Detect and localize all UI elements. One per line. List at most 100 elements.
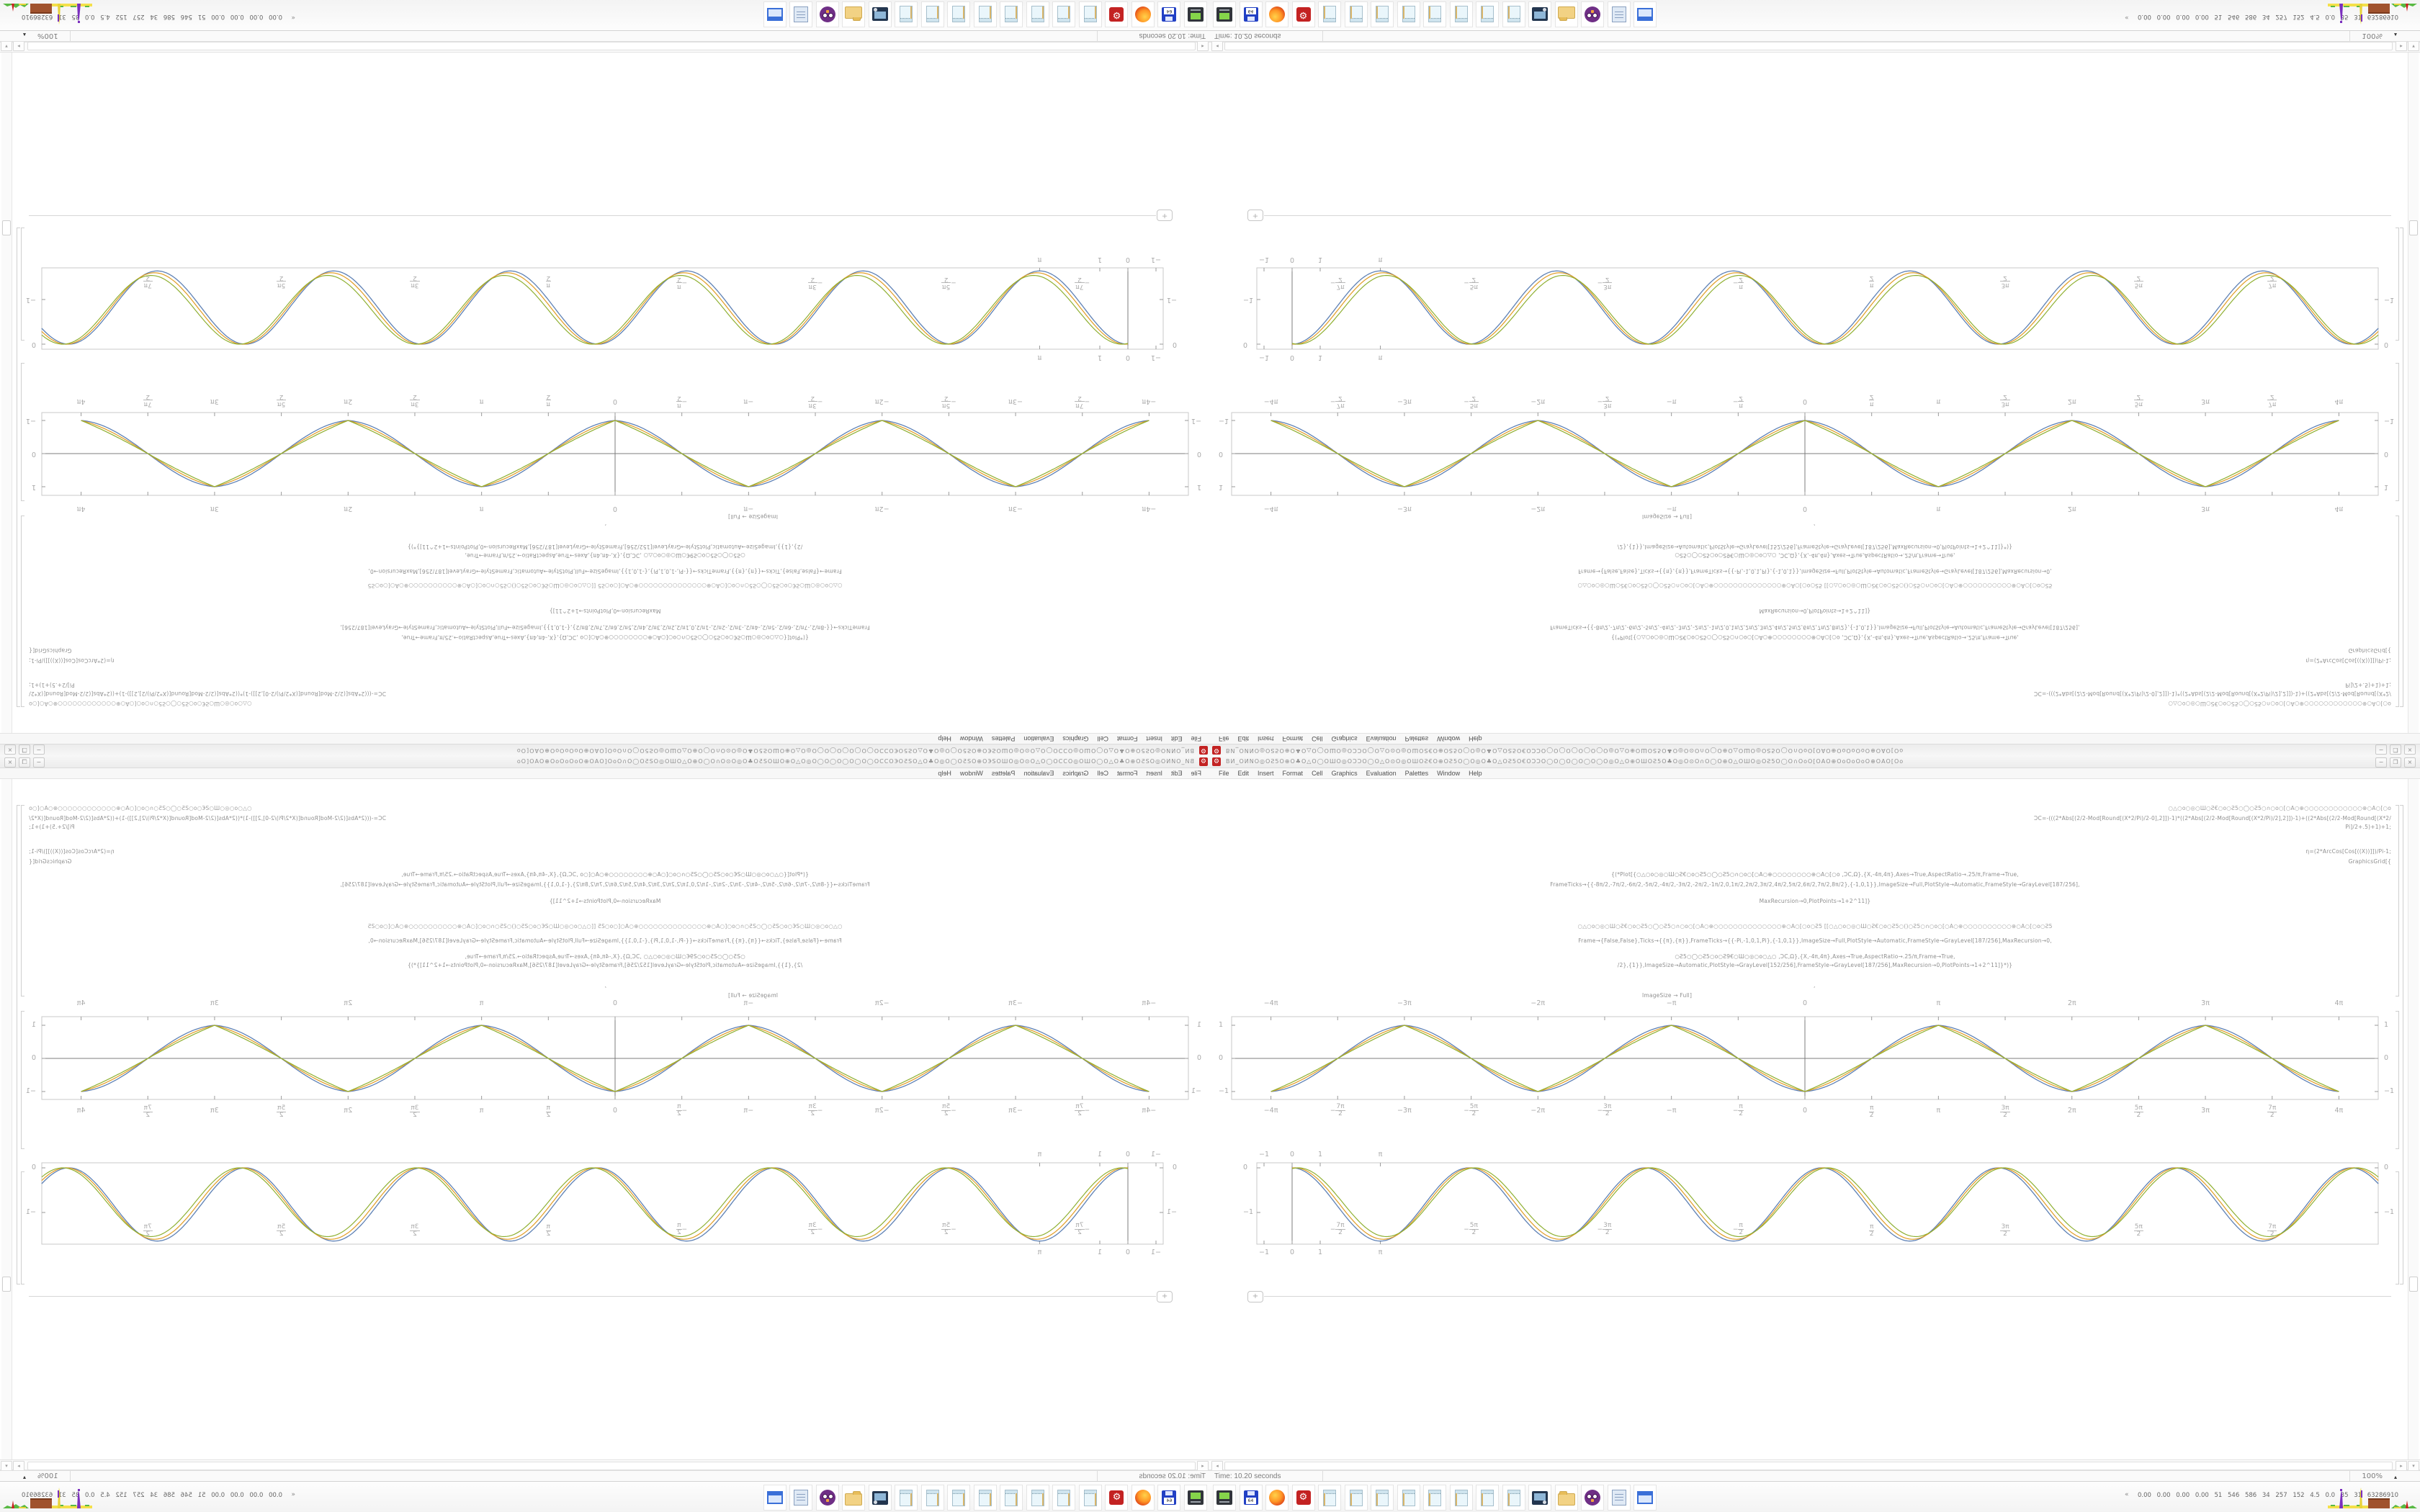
- code-line[interactable]: Pi]/2+.5)+1)+1;: [29, 682, 75, 688]
- menu-cell[interactable]: Cell: [1312, 735, 1323, 742]
- horizontal-scrollbar-thumb[interactable]: [1224, 1462, 2393, 1470]
- cell-insertion-plus-icon[interactable]: +: [1247, 1291, 1263, 1302]
- cell-bracket[interactable]: [17, 228, 20, 707]
- code-line[interactable]: ƆC=-(((2*Abs[(2/2-Mod[Round[(X*2/Pi)/2-0…: [29, 815, 386, 822]
- window-titlebar[interactable]: ⚙ ВИ_ОИNО◎ОƧ5О⊕О♣О△О◯ОШО◎ОƆƆО◯О△О⊙О◎ОШОƧ…: [1210, 756, 2420, 768]
- cell-bracket[interactable]: [2396, 805, 2399, 996]
- taskbar-launcher-gear[interactable]: ⚙: [1291, 1, 1315, 27]
- menu-graphics[interactable]: Graphics: [1331, 735, 1358, 742]
- vertical-scrollbar-thumb[interactable]: [2409, 220, 2418, 235]
- magnification-control[interactable]: 100%: [2362, 32, 2383, 40]
- menu-graphics[interactable]: Graphics: [1062, 770, 1089, 777]
- taskbar-expand-icon[interactable]: «: [2125, 1491, 2129, 1498]
- code-line[interactable]: η=(2*ArcCos[Cos[((X))]])/Pi-1;: [2305, 657, 2391, 664]
- taskbar-launcher-note[interactable]: [1026, 1, 1049, 27]
- taskbar-launcher-note[interactable]: [1371, 1485, 1394, 1511]
- code-line[interactable]: ○△○o○◎○Ш○Ƨ€○o○Ƨ5○◯○Ƨ5○∩○o○[○A○⊕○○○○○○○○○…: [29, 701, 252, 707]
- taskbar-launcher-owl[interactable]: [1581, 1485, 1604, 1511]
- cell-insertion-line[interactable]: [1264, 215, 2391, 216]
- taskbar-launcher-scroll[interactable]: [1607, 1485, 1631, 1511]
- cell-bracket[interactable]: [2396, 228, 2399, 341]
- magnification-control[interactable]: 100%: [37, 32, 58, 40]
- taskbar-launcher-drive[interactable]: [1184, 1485, 1207, 1511]
- taskbar-launcher-note[interactable]: [947, 1, 971, 27]
- menu-palettes[interactable]: Palettes: [1404, 735, 1429, 742]
- code-line[interactable]: GraphicsGrid[{: [2348, 647, 2391, 654]
- taskbar-launcher-folder[interactable]: [1554, 1, 1578, 27]
- taskbar-launcher-note[interactable]: [1344, 1, 1368, 27]
- cell-insertion-line[interactable]: [29, 215, 1156, 216]
- code-line[interactable]: /2},{1}},ImageSize→Automatic,PlotStyle→G…: [1617, 962, 2013, 968]
- code-line[interactable]: ImageSize → Full]: [727, 992, 778, 999]
- code-line[interactable]: ○△○o○◎○Ш○Ƨ€○o○Ƨ5○◯○Ƨ5○∩○o○[○A○⊕○○○○○○○○○…: [367, 582, 843, 589]
- menu-graphics[interactable]: Graphics: [1062, 735, 1089, 742]
- menu-help[interactable]: Help: [1469, 735, 1482, 742]
- code-line[interactable]: ImageSize → Full]: [1642, 992, 1693, 999]
- taskbar-launcher-window[interactable]: [1634, 1, 1657, 27]
- code-line[interactable]: Frame→{False,False},Ticks→{{π},{π}},Fram…: [1578, 937, 2052, 944]
- menu-insert[interactable]: Insert: [1258, 735, 1274, 742]
- code-line[interactable]: ,: [1814, 523, 1816, 530]
- taskbar-launcher-owl[interactable]: [816, 1485, 839, 1511]
- taskbar-launcher-note[interactable]: [1449, 1, 1473, 27]
- cell-bracket[interactable]: [17, 805, 20, 1284]
- vertical-scrollbar[interactable]: [1, 53, 12, 733]
- cell-insertion-plus-icon[interactable]: +: [1157, 210, 1173, 221]
- taskbar-launcher-floppy[interactable]: 64: [1157, 1, 1181, 27]
- vertical-scrollbar-thumb[interactable]: [2, 220, 11, 235]
- code-line[interactable]: ImageSize → Full]: [727, 513, 778, 520]
- taskbar-launcher-note[interactable]: [1423, 1, 1446, 27]
- taskbar-launcher-capture[interactable]: [1528, 1485, 1551, 1511]
- menu-window[interactable]: Window: [959, 770, 983, 777]
- window-titlebar[interactable]: ⚙ ВИ_ОИNО◎ОƧ5О⊕О♣О△О◯ОШО◎ОƆƆО◯О△О⊙О◎ОШОƧ…: [1210, 744, 2420, 756]
- menu-insert[interactable]: Insert: [1146, 735, 1162, 742]
- minimize-button[interactable]: −: [33, 744, 45, 755]
- code-line[interactable]: FrameTicks→{{-8π/2,-7π/2,-6π/2,-5π/2,-4π…: [340, 881, 870, 888]
- taskbar-launcher-gear[interactable]: ⚙: [1105, 1, 1129, 27]
- taskbar-launcher-gear[interactable]: ⚙: [1105, 1485, 1129, 1511]
- horizontal-scrollbar[interactable]: ◂ ▸ ▾: [0, 41, 1210, 53]
- magnification-dropdown-icon[interactable]: ▴: [2393, 32, 2397, 38]
- restore-button[interactable]: ❐: [2390, 744, 2401, 755]
- menu-help[interactable]: Help: [938, 735, 951, 742]
- cell-bracket[interactable]: [21, 363, 24, 501]
- code-line[interactable]: ○△○o○◎○Ш○Ƨ€○o○Ƨ5○◯○Ƨ5○∩○o○[○A○⊕○○○○○○○○○…: [1577, 582, 2053, 589]
- close-button[interactable]: ×: [2404, 757, 2416, 768]
- taskbar-launcher-note[interactable]: [1476, 1485, 1499, 1511]
- code-line[interactable]: Frame→{False,False},Ticks→{{π},{π}},Fram…: [368, 937, 842, 944]
- menu-edit[interactable]: Edit: [1237, 770, 1250, 777]
- taskbar-launcher-floppy[interactable]: 64: [1239, 1485, 1263, 1511]
- code-line[interactable]: FrameTicks→{{-8π/2,-7π/2,-6π/2,-5π/2,-4π…: [340, 624, 870, 631]
- code-line[interactable]: ○△○o○◎○Ш○Ƨ€○o○Ƨ5○◯○Ƨ5○∩○o○[○A○⊕○○○○○○○○○…: [367, 923, 843, 930]
- taskbar-launcher-note[interactable]: [1052, 1485, 1076, 1511]
- taskbar-launcher-folder[interactable]: [842, 1485, 866, 1511]
- code-line[interactable]: ○Ƨ5○◯○Ƨ5○o○Ƨ9€○Ш○◎○o○△○ ,ƆC,Ω},{X,-4π,4π…: [1675, 953, 1955, 960]
- menu-edit[interactable]: Edit: [1237, 735, 1250, 742]
- taskbar-launcher-note[interactable]: [1318, 1485, 1341, 1511]
- taskbar-launcher-note[interactable]: [921, 1, 944, 27]
- menu-edit[interactable]: Edit: [1170, 735, 1183, 742]
- code-line[interactable]: FrameTicks→{{-8π/2,-7π/2,-6π/2,-5π/2,-4π…: [1550, 881, 2080, 888]
- close-button[interactable]: ×: [4, 744, 16, 755]
- taskbar-launcher-note[interactable]: [1371, 1, 1394, 27]
- code-line[interactable]: Pi]/2+.5)+1)+1;: [29, 824, 75, 830]
- menu-cell[interactable]: Cell: [1097, 735, 1108, 742]
- code-line[interactable]: GraphicsGrid[{: [29, 647, 72, 654]
- code-line[interactable]: Pi]/2+.5)+1)+1;: [2345, 824, 2391, 830]
- menu-window[interactable]: Window: [1437, 735, 1461, 742]
- horizontal-scrollbar[interactable]: ◂ ▸ ▾: [1210, 1459, 2420, 1471]
- taskbar-launcher-window[interactable]: [763, 1485, 786, 1511]
- horizontal-scrollbar[interactable]: ◂ ▸ ▾: [0, 1459, 1210, 1471]
- menu-file[interactable]: File: [1219, 735, 1229, 742]
- scroll-right-icon[interactable]: ▸: [13, 41, 24, 51]
- taskbar-launcher-window[interactable]: [763, 1, 786, 27]
- code-line[interactable]: ○Ƨ5○◯○Ƨ5○o○Ƨ9€○Ш○◎○o○△○ ,ƆC,Ω},{X,-4π,4π…: [1675, 552, 1955, 559]
- menu-file[interactable]: File: [1219, 770, 1229, 777]
- taskbar-launcher-note[interactable]: [921, 1485, 944, 1511]
- scroll-down-icon[interactable]: ▾: [1, 1461, 12, 1471]
- code-line[interactable]: {(*Plot[{○△○o○◎○Ш○Ƨ€○o○Ƨ5○◯○Ƨ5○∩○o○[○A○⊕…: [401, 634, 809, 641]
- taskbar-launcher-window[interactable]: [1634, 1485, 1657, 1511]
- magnification-dropdown-icon[interactable]: ▴: [23, 1474, 27, 1480]
- taskbar-launcher-note[interactable]: [895, 1485, 918, 1511]
- magnification-control[interactable]: 100%: [2362, 1472, 2383, 1480]
